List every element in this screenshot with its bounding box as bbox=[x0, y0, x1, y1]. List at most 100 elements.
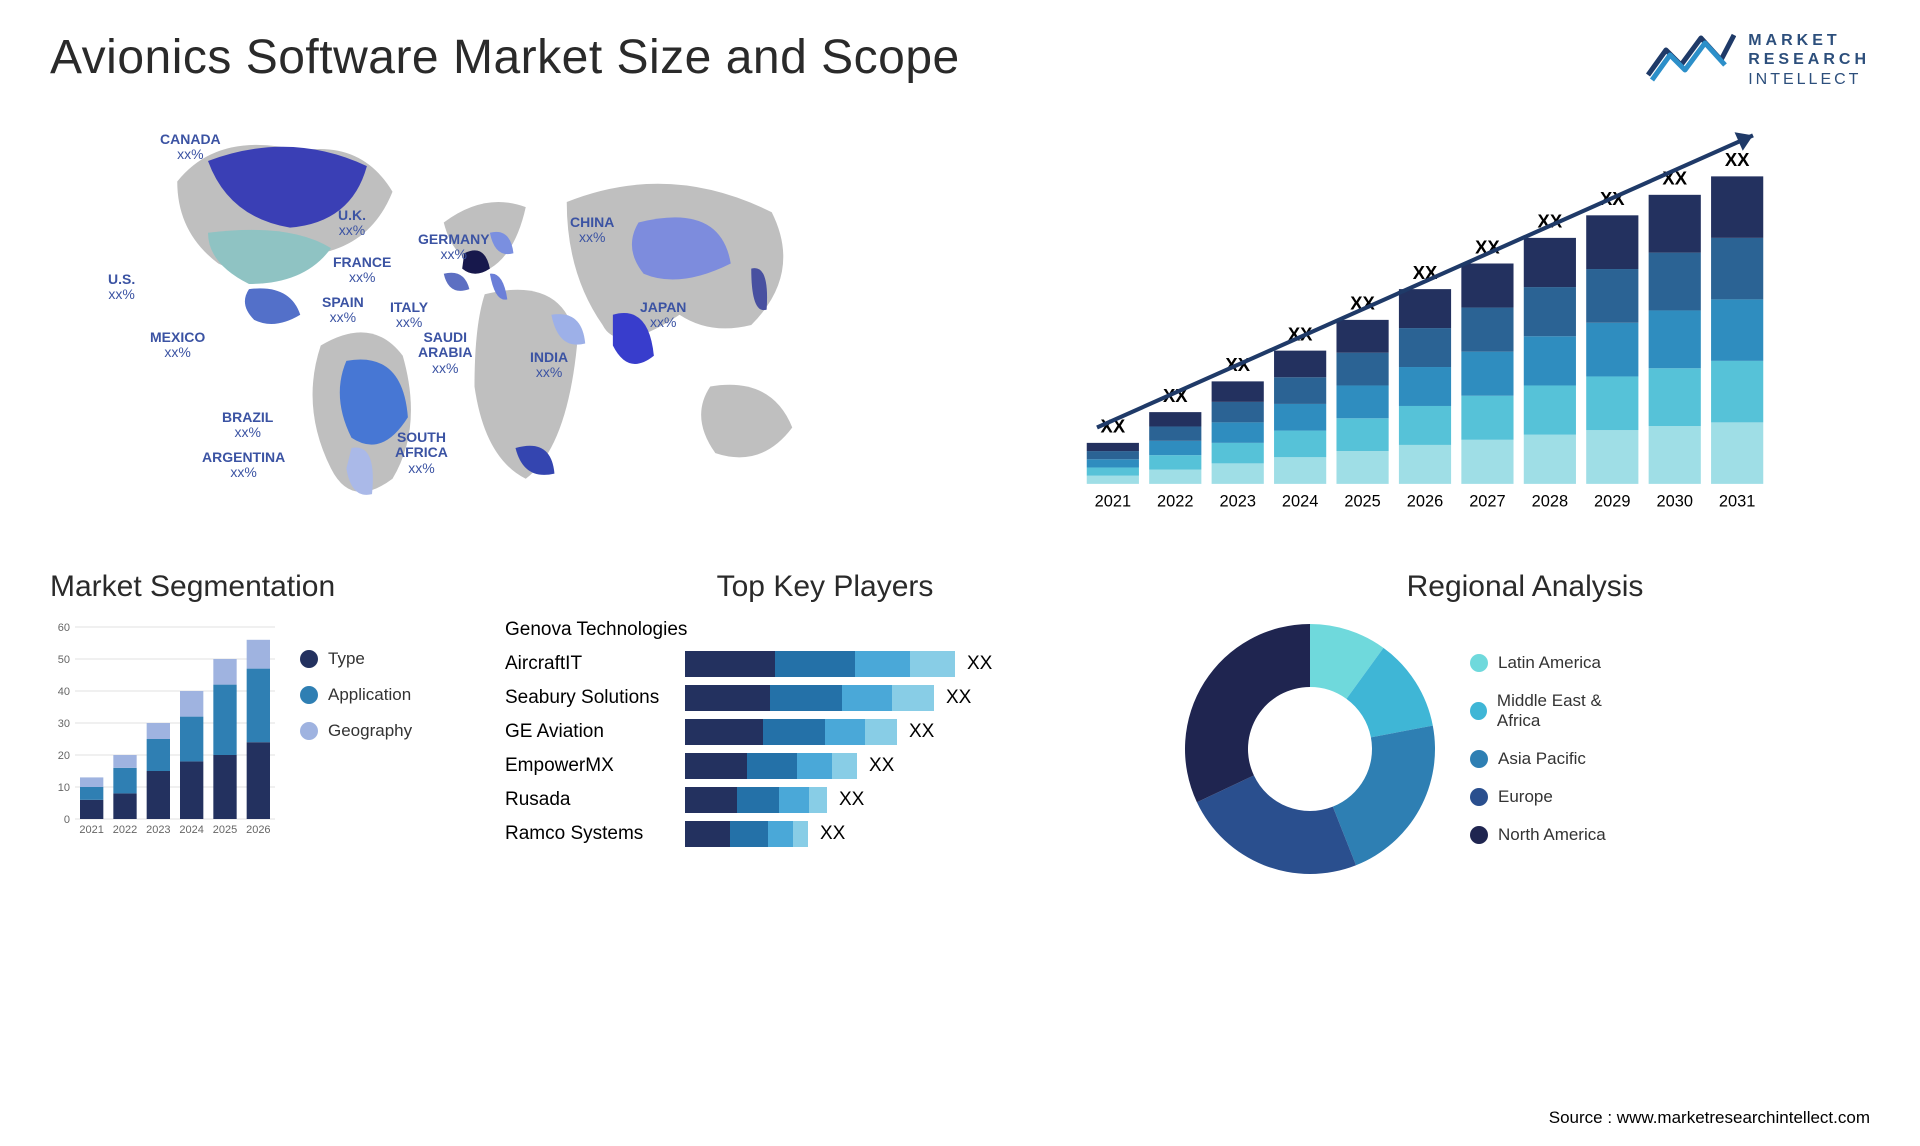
region-legend-label: Asia Pacific bbox=[1498, 749, 1586, 769]
player-row: GE AviationXX bbox=[505, 719, 1145, 745]
donut-slice bbox=[1333, 726, 1435, 866]
legend-dot-icon bbox=[1470, 826, 1488, 844]
region-legend-item: Middle East & Africa bbox=[1470, 691, 1640, 731]
player-bar bbox=[685, 685, 934, 711]
seg-bar-seg bbox=[80, 777, 103, 787]
region-legend-label: North America bbox=[1498, 825, 1606, 845]
player-bar-seg bbox=[763, 719, 825, 745]
legend-dot-icon bbox=[1470, 654, 1488, 672]
player-row: Ramco Systems XX bbox=[505, 821, 1145, 847]
trend-bar-seg bbox=[1711, 361, 1763, 423]
key-players-list: Genova TechnologiesAircraftITXXSeabury S… bbox=[505, 619, 1145, 847]
legend-dot-icon bbox=[1470, 702, 1487, 720]
player-bar-seg bbox=[842, 685, 892, 711]
map-label-brazil: BRAZILxx% bbox=[222, 410, 273, 441]
map-label-germany: GERMANYxx% bbox=[418, 232, 490, 263]
trend-bar-seg bbox=[1711, 422, 1763, 484]
trend-year-label: 2028 bbox=[1532, 492, 1568, 510]
map-region-spain bbox=[444, 273, 470, 291]
trend-bar-seg bbox=[1274, 377, 1326, 404]
map-region-mexico bbox=[245, 288, 300, 324]
seg-bar-seg bbox=[213, 685, 236, 755]
legend-dot-icon bbox=[300, 686, 318, 704]
trend-bar-seg bbox=[1149, 455, 1201, 469]
brand-logo: MARKET RESEARCH INTELLECT bbox=[1646, 30, 1870, 90]
map-label-china: CHINAxx% bbox=[570, 215, 614, 246]
seg-bar-seg bbox=[147, 771, 170, 819]
seg-bar-seg bbox=[247, 742, 270, 819]
seg-legend-label: Geography bbox=[328, 721, 412, 741]
logo-text-1: MARKET bbox=[1748, 31, 1870, 50]
trend-bar-seg bbox=[1087, 467, 1139, 475]
trend-bar-seg bbox=[1524, 287, 1576, 336]
player-bar bbox=[685, 651, 955, 677]
region-legend-item: Asia Pacific bbox=[1470, 749, 1640, 769]
trend-bar-seg bbox=[1149, 441, 1201, 455]
trend-year-label: 2030 bbox=[1656, 492, 1692, 510]
player-bar-seg bbox=[685, 753, 747, 779]
player-bar-seg bbox=[770, 685, 842, 711]
regional-panel: Regional Analysis Latin America Middle Ea… bbox=[1180, 570, 1870, 879]
key-players-panel: Top Key Players Genova TechnologiesAircr… bbox=[505, 570, 1145, 879]
trend-bar-seg bbox=[1524, 385, 1576, 434]
donut-slice bbox=[1185, 624, 1310, 802]
map-label-south-africa: SOUTHAFRICAxx% bbox=[395, 430, 448, 476]
trend-year-label: 2022 bbox=[1157, 492, 1193, 510]
player-bar-seg bbox=[910, 651, 955, 677]
trend-bar-seg bbox=[1461, 396, 1513, 440]
trend-bar-seg bbox=[1149, 470, 1201, 484]
trend-bar-seg bbox=[1336, 353, 1388, 386]
player-bar bbox=[685, 821, 808, 847]
seg-bar-seg bbox=[213, 755, 236, 819]
player-value: XX bbox=[820, 823, 845, 845]
trend-bar-seg bbox=[1586, 430, 1638, 484]
trend-bar-seg bbox=[1586, 215, 1638, 269]
seg-ytick: 30 bbox=[58, 718, 70, 730]
seg-year-label: 2022 bbox=[113, 824, 137, 836]
player-bar-seg bbox=[775, 651, 855, 677]
regional-title: Regional Analysis bbox=[1180, 570, 1870, 604]
region-legend-item: Europe bbox=[1470, 787, 1640, 807]
player-name: Rusada bbox=[505, 789, 685, 811]
trend-bar-seg bbox=[1212, 463, 1264, 484]
map-label-u.s.: U.S.xx% bbox=[108, 272, 135, 303]
trend-bar-seg bbox=[1649, 368, 1701, 426]
map-label-france: FRANCExx% bbox=[333, 255, 391, 286]
trend-year-label: 2029 bbox=[1594, 492, 1630, 510]
region-legend-label: Latin America bbox=[1498, 653, 1601, 673]
player-row: EmpowerMXXX bbox=[505, 753, 1145, 779]
map-label-japan: JAPANxx% bbox=[640, 300, 686, 331]
player-value: XX bbox=[869, 755, 894, 777]
seg-bar-seg bbox=[247, 669, 270, 743]
region-legend-label: Europe bbox=[1498, 787, 1553, 807]
player-name: Ramco Systems bbox=[505, 823, 685, 845]
trend-bar-seg bbox=[1274, 457, 1326, 484]
source-attribution: Source : www.marketresearchintellect.com bbox=[1549, 1108, 1870, 1128]
trend-bar-seg bbox=[1149, 412, 1201, 426]
player-row: RusadaXX bbox=[505, 787, 1145, 813]
player-bar-seg bbox=[747, 753, 797, 779]
legend-dot-icon bbox=[1470, 750, 1488, 768]
regional-legend: Latin America Middle East & Africa Asia Pa… bbox=[1470, 653, 1640, 845]
trend-bar-seg bbox=[1336, 451, 1388, 484]
trend-year-label: 2024 bbox=[1282, 492, 1318, 510]
trend-year-label: 2025 bbox=[1344, 492, 1380, 510]
player-bar-seg bbox=[730, 821, 768, 847]
seg-ytick: 0 bbox=[64, 814, 70, 826]
trend-bar-seg bbox=[1461, 308, 1513, 352]
segmentation-legend: TypeApplicationGeography bbox=[300, 619, 412, 839]
trend-year-label: 2031 bbox=[1719, 492, 1755, 510]
player-header: Genova Technologies bbox=[505, 619, 1145, 641]
legend-dot-icon bbox=[1470, 788, 1488, 806]
player-bar-seg bbox=[855, 651, 910, 677]
trend-year-label: 2023 bbox=[1219, 492, 1255, 510]
seg-ytick: 10 bbox=[58, 782, 70, 794]
trend-bar-seg bbox=[1524, 435, 1576, 484]
seg-bar-seg bbox=[113, 768, 136, 794]
trend-bar-seg bbox=[1336, 320, 1388, 353]
seg-legend-label: Application bbox=[328, 685, 411, 705]
seg-year-label: 2021 bbox=[79, 824, 103, 836]
player-bar-seg bbox=[685, 651, 775, 677]
player-bar-seg bbox=[685, 685, 770, 711]
trend-bar-seg bbox=[1461, 264, 1513, 308]
